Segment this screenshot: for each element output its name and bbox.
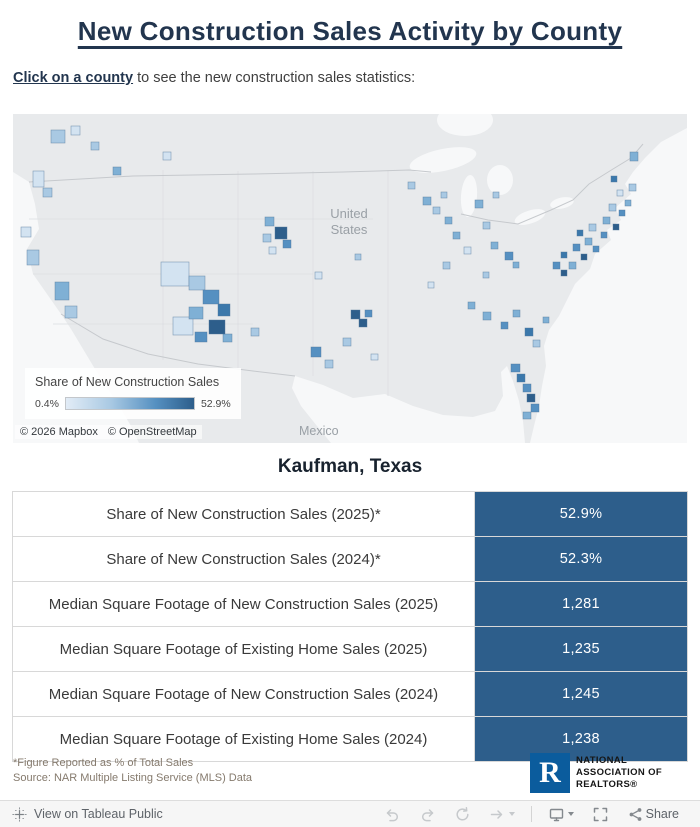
table-row: Median Square Footage of Existing Home S… xyxy=(12,626,688,672)
undo-button[interactable] xyxy=(375,802,410,826)
table-row: Median Square Footage of Existing Home S… xyxy=(12,716,688,762)
metric-value: 52.3% xyxy=(474,536,688,582)
tableau-logo-icon xyxy=(12,806,27,822)
redo-button[interactable] xyxy=(410,802,445,826)
footnote-asterisk: *Figure Reported as % of Total Sales xyxy=(13,757,194,769)
metric-label: Share of New Construction Sales (2025)* xyxy=(12,491,475,537)
selected-county-title: Kaufman, Texas xyxy=(277,456,423,477)
share-icon xyxy=(629,807,642,821)
mapbox-attribution-link[interactable]: © 2026 Mapbox xyxy=(20,426,98,438)
map-legend: Share of New Construction Sales 0.4% 52.… xyxy=(25,368,241,419)
nar-logo-mark: R xyxy=(530,753,570,793)
map-label-united-states: United States xyxy=(330,206,368,237)
map-attribution: © 2026 Mapbox © OpenStreetMap xyxy=(15,425,202,439)
table-row: Median Square Footage of New Constructio… xyxy=(12,671,688,717)
replay-button[interactable] xyxy=(480,802,524,826)
legend-max-label: 52.9% xyxy=(200,397,231,410)
osm-attribution-link[interactable]: © OpenStreetMap xyxy=(107,426,197,438)
metric-value: 1,235 xyxy=(474,626,688,672)
metric-value: 1,245 xyxy=(474,671,688,717)
legend-title: Share of New Construction Sales xyxy=(35,375,220,389)
metric-label: Median Square Footage of Existing Home S… xyxy=(12,716,475,762)
dashboard-header: New Construction Sales Activity by Count… xyxy=(0,0,700,47)
view-on-tableau-link[interactable]: View on Tableau Public xyxy=(12,806,163,822)
metric-value: 1,281 xyxy=(474,581,688,627)
tableau-toolbar: View on Tableau Public xyxy=(0,800,700,827)
fullscreen-button[interactable] xyxy=(583,802,618,826)
county-stats-table: Share of New Construction Sales (2025)* … xyxy=(12,491,688,762)
click-county-link-text: Click on a county xyxy=(13,70,134,86)
reset-icon xyxy=(456,806,469,820)
share-label: Share xyxy=(645,807,679,821)
metric-value: 52.9% xyxy=(474,491,688,537)
map-label-mexico: Mexico xyxy=(299,424,339,438)
display-icon xyxy=(549,808,563,821)
legend-gradient xyxy=(64,397,195,410)
legend-min-label: 0.4% xyxy=(35,397,59,410)
replay-caret-icon xyxy=(508,812,515,816)
map-container: United States Mexico Share of New Constr… xyxy=(13,114,687,443)
footnotes: *Figure Reported as % of Total Sales Sou… xyxy=(13,756,252,786)
fullscreen-icon xyxy=(593,807,607,821)
instruction-rest: to see the new construction sales statis… xyxy=(133,70,416,86)
table-row: Share of New Construction Sales (2024)* … xyxy=(12,536,688,582)
page-title: New Construction Sales Activity by Count… xyxy=(77,16,623,46)
county-markers[interactable] xyxy=(20,125,639,420)
metric-label: Median Square Footage of New Constructio… xyxy=(12,671,475,717)
nar-logo: R NATIONAL ASSOCIATION OF REALTORS® xyxy=(530,753,662,793)
undo-icon xyxy=(386,808,398,821)
table-row: Median Square Footage of New Constructio… xyxy=(12,581,688,627)
nar-logo-text: NATIONAL ASSOCIATION OF REALTORS® xyxy=(576,755,663,790)
device-preview-button[interactable] xyxy=(539,802,583,826)
replay-icon xyxy=(490,809,502,819)
view-on-tableau-label: View on Tableau Public xyxy=(34,807,163,821)
metric-label: Median Square Footage of Existing Home S… xyxy=(12,626,475,672)
reset-button[interactable] xyxy=(445,802,480,826)
footnote-source: Source: NAR Multiple Listing Service (ML… xyxy=(13,772,253,784)
redo-icon xyxy=(421,808,433,821)
device-preview-caret-icon xyxy=(567,812,574,816)
metric-value: 1,238 xyxy=(474,716,688,762)
country-borders xyxy=(28,143,644,377)
table-row: Share of New Construction Sales (2025)* … xyxy=(12,491,688,537)
metric-label: Median Square Footage of New Constructio… xyxy=(12,581,475,627)
instruction-text: Click on a county to see the new constru… xyxy=(13,70,415,86)
metric-label: Share of New Construction Sales (2024)* xyxy=(12,536,475,582)
share-button[interactable]: Share xyxy=(618,802,688,826)
toolbar-separator xyxy=(530,806,532,822)
